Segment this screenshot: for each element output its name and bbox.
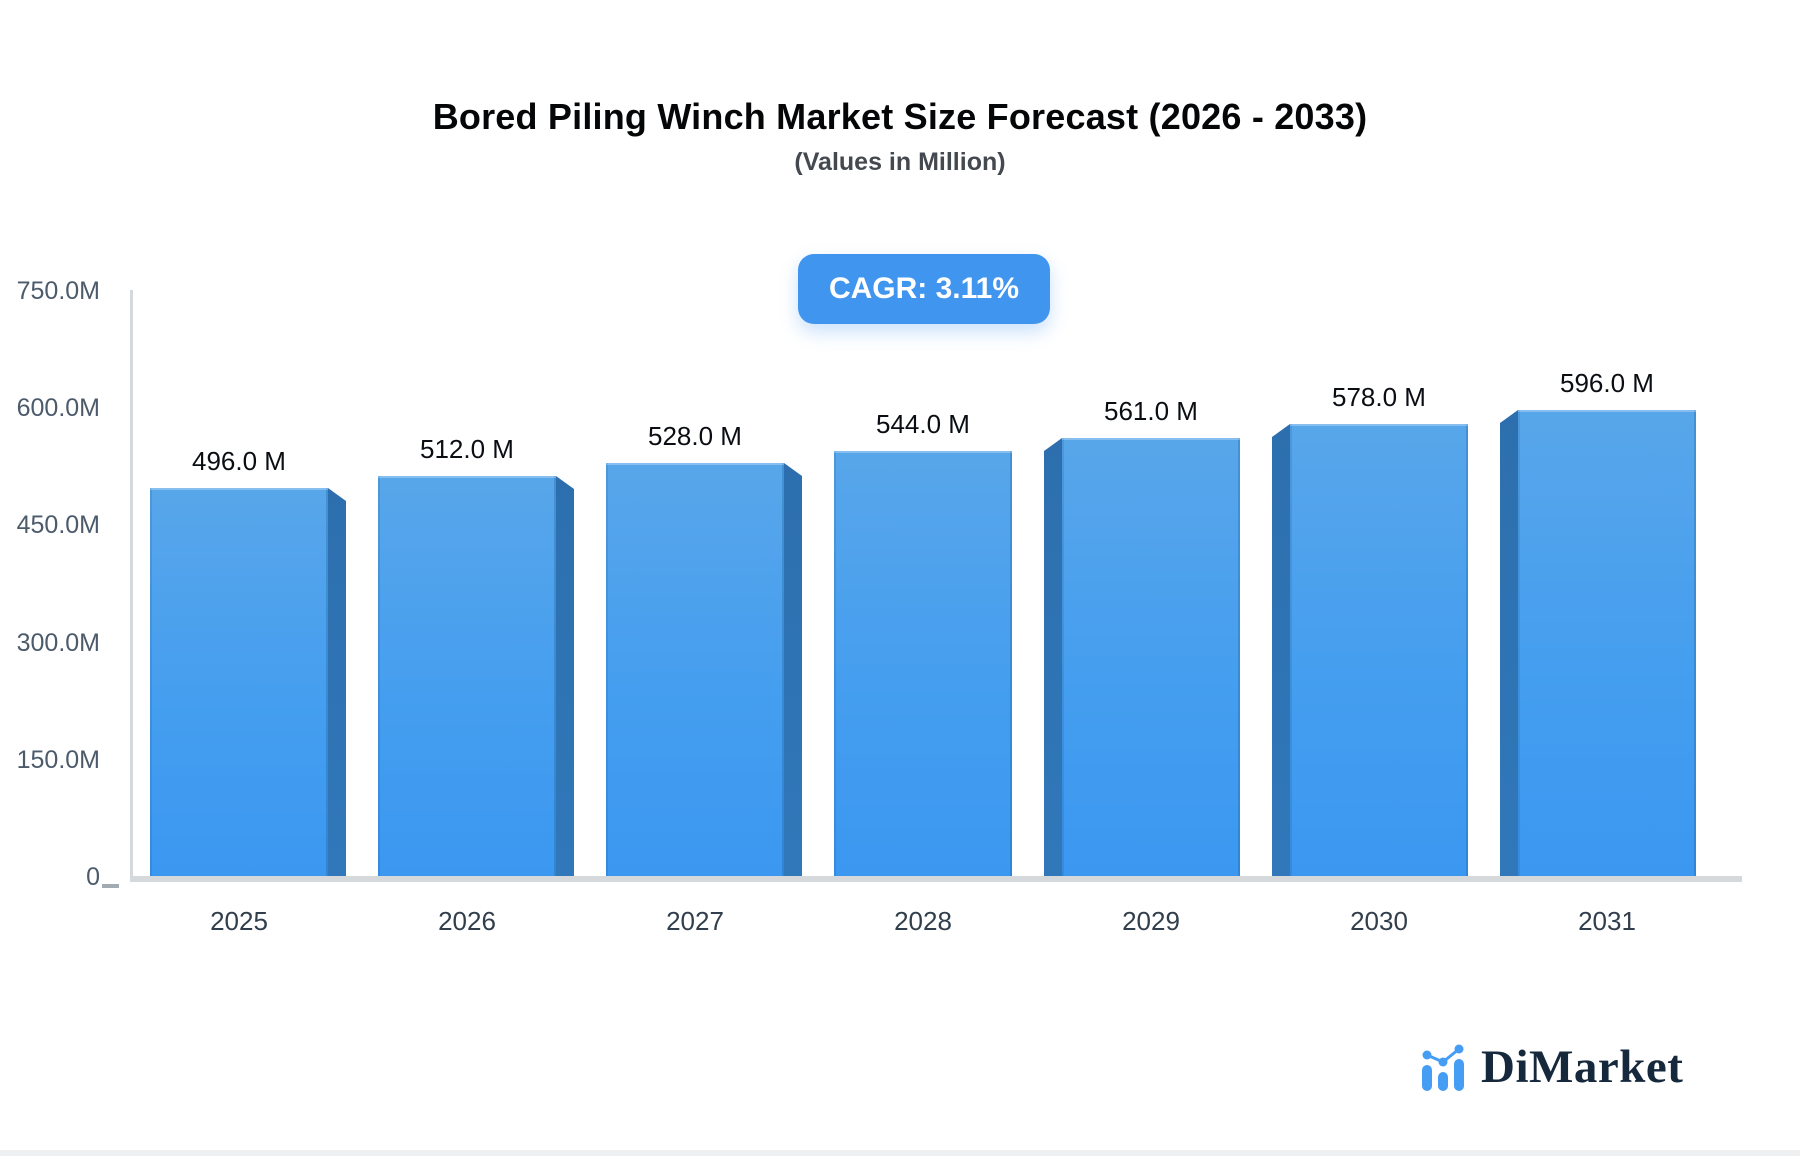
y-axis-label: 0: [86, 863, 100, 891]
bar-side-face: [1500, 410, 1518, 876]
bar-2025[interactable]: [150, 488, 328, 876]
bar-value-label: 496.0 M: [192, 446, 286, 476]
chart-subtitle: (Values in Million): [794, 148, 1006, 176]
zero-tick-mark: [102, 884, 119, 888]
bar-side-face: [1272, 424, 1290, 876]
y-axis-label: 300.0M: [16, 628, 100, 657]
bar-side-face: [328, 488, 346, 876]
bar-2026[interactable]: [378, 476, 556, 876]
x-axis-label: 2030: [1350, 906, 1408, 936]
x-axis-label: 2029: [1122, 906, 1180, 936]
bottom-edge-strip: [0, 1150, 1800, 1156]
y-axis-label: 450.0M: [16, 511, 100, 540]
x-axis-baseline: [130, 876, 1742, 882]
bar-value-label: 544.0 M: [876, 409, 970, 439]
bar-value-label: 578.0 M: [1332, 382, 1426, 412]
x-axis-label: 2031: [1578, 906, 1636, 936]
bar-2030[interactable]: [1290, 424, 1468, 876]
x-axis-label: 2027: [666, 906, 724, 936]
y-axis-label: 750.0M: [16, 277, 100, 305]
bar-2029[interactable]: [1062, 438, 1240, 876]
x-axis-label: 2025: [210, 906, 268, 936]
bar-side-face: [784, 463, 802, 876]
bar-side-face: [556, 476, 574, 876]
bar-2028[interactable]: [834, 451, 1012, 876]
bar-value-label: 596.0 M: [1560, 368, 1654, 398]
y-axis-label: 150.0M: [16, 745, 100, 774]
logo-text: DiMarket: [1481, 1041, 1684, 1093]
cagr-badge: CAGR: 3.11%: [798, 254, 1050, 324]
bar-2031[interactable]: [1518, 410, 1696, 876]
dimarket-logo: DiMarket: [1421, 1040, 1683, 1094]
x-axis-label: 2026: [438, 906, 496, 936]
bar-value-label: 528.0 M: [648, 421, 742, 451]
y-axis-line: [130, 290, 133, 878]
y-axis-label: 600.0M: [16, 394, 100, 423]
chart-title: Bored Piling Winch Market Size Forecast …: [432, 96, 1368, 137]
bar-2027[interactable]: [606, 463, 784, 876]
x-axis-label: 2028: [894, 906, 952, 936]
bar-line-chart-icon: [1422, 1044, 1464, 1091]
bar-side-face: [1044, 438, 1062, 876]
bar-value-label: 561.0 M: [1104, 396, 1198, 426]
bar-value-label: 512.0 M: [420, 434, 514, 464]
